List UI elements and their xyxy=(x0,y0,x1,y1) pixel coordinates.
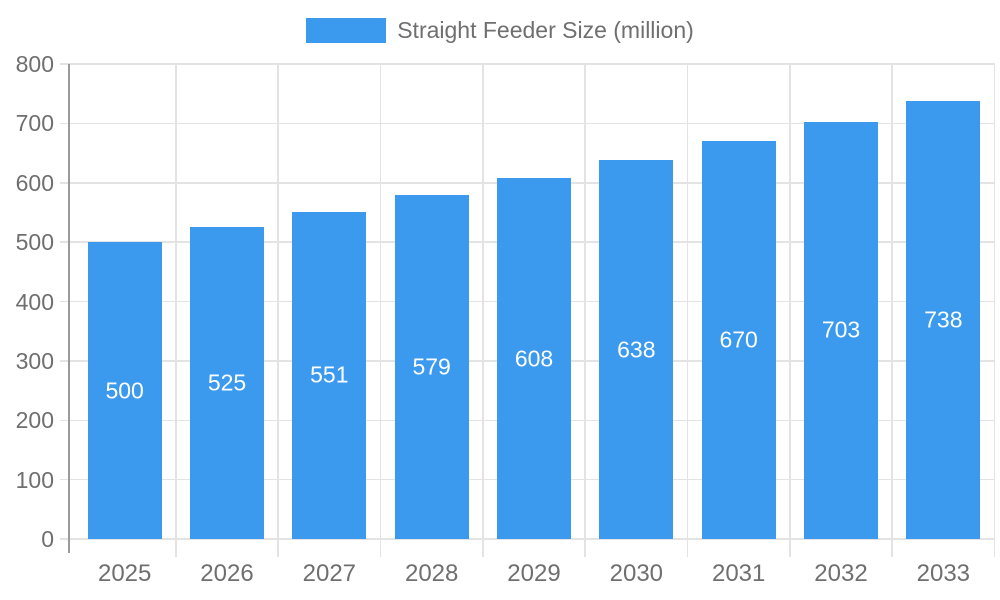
bar-value-label: 670 xyxy=(719,326,758,353)
bar-value-label: 551 xyxy=(310,361,349,388)
x-gridline xyxy=(175,64,177,557)
x-tick-label: 2031 xyxy=(711,560,766,587)
y-tick-label: 300 xyxy=(15,347,54,374)
x-tick-label: 2029 xyxy=(507,560,561,587)
bar-value-label: 703 xyxy=(821,316,861,343)
bar-value-label: 608 xyxy=(514,345,554,371)
bar-value-label: 579 xyxy=(412,353,451,380)
x-gridline xyxy=(482,64,484,557)
y-gridline xyxy=(59,122,995,125)
x-tick-label: 2027 xyxy=(302,560,357,587)
y-tick-label: 400 xyxy=(15,288,54,315)
x-tick-label: 2026 xyxy=(200,560,254,587)
bar: 608 xyxy=(497,178,571,539)
x-gridline xyxy=(789,64,791,557)
bar: 551 xyxy=(292,211,367,539)
x-gridline xyxy=(277,64,279,557)
bar: 703 xyxy=(804,121,878,539)
bar-value-label: 738 xyxy=(924,306,963,333)
bar: 670 xyxy=(701,141,776,539)
y-tick-label: 800 xyxy=(15,51,54,77)
y-axis-line xyxy=(67,64,70,553)
y-tick-label: 0 xyxy=(41,526,54,552)
x-gridline xyxy=(993,64,996,557)
y-gridline xyxy=(59,63,995,65)
bar: 500 xyxy=(87,242,162,539)
bar: 579 xyxy=(394,195,469,539)
x-tick-label: 2033 xyxy=(916,560,971,587)
x-gridline xyxy=(686,64,689,557)
bar-value-label: 525 xyxy=(207,369,247,396)
y-tick-label: 700 xyxy=(15,110,54,137)
x-tick-label: 2030 xyxy=(609,560,664,587)
legend-label: Straight Feeder Size (million) xyxy=(397,16,694,43)
x-gridline xyxy=(584,64,586,557)
y-tick-label: 600 xyxy=(15,169,54,196)
bar-value-label: 500 xyxy=(105,377,144,404)
bar: 638 xyxy=(599,160,674,539)
x-gridline xyxy=(891,64,893,557)
legend-swatch xyxy=(306,17,387,43)
x-tick-label: 2028 xyxy=(404,560,459,587)
y-gridline xyxy=(59,538,995,540)
bar-value-label: 638 xyxy=(617,336,656,363)
bar: 525 xyxy=(190,227,264,539)
y-tick-label: 200 xyxy=(15,407,54,434)
x-gridline xyxy=(379,64,382,557)
y-tick-label: 500 xyxy=(15,229,54,256)
x-tick-label: 2032 xyxy=(814,560,868,587)
bar: 738 xyxy=(906,100,981,539)
y-tick-label: 100 xyxy=(15,466,54,493)
legend: Straight Feeder Size (million) xyxy=(0,13,1000,47)
x-tick-label: 2025 xyxy=(97,560,152,587)
